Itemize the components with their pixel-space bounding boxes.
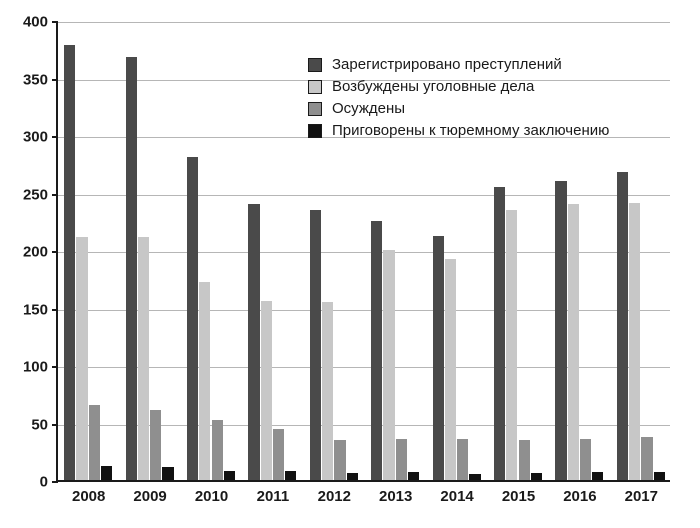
bar xyxy=(641,437,652,480)
bar xyxy=(187,157,198,480)
y-axis-label: 400 xyxy=(23,14,58,31)
bar xyxy=(101,466,112,480)
bar xyxy=(617,172,628,480)
bar xyxy=(273,429,284,480)
bar xyxy=(224,471,235,480)
bar xyxy=(629,203,640,480)
legend-swatch xyxy=(308,102,322,116)
legend-label: Зарегистрировано преступлений xyxy=(332,56,562,74)
y-axis-label: 100 xyxy=(23,359,58,376)
bar xyxy=(580,439,591,480)
bar xyxy=(568,204,579,480)
legend-swatch xyxy=(308,58,322,72)
bar xyxy=(199,282,210,480)
y-axis-label: 150 xyxy=(23,301,58,318)
y-axis-label: 300 xyxy=(23,129,58,146)
bar xyxy=(248,204,259,480)
bar xyxy=(322,302,333,480)
bar xyxy=(212,420,223,480)
bar xyxy=(531,473,542,480)
bar xyxy=(408,472,419,480)
x-axis-label: 2012 xyxy=(318,480,351,505)
bar xyxy=(126,57,137,480)
legend-item: Зарегистрировано преступлений xyxy=(308,56,658,74)
bar xyxy=(64,45,75,480)
x-axis-label: 2008 xyxy=(72,480,105,505)
bar xyxy=(433,236,444,480)
bar xyxy=(150,410,161,480)
bar xyxy=(396,439,407,480)
bar xyxy=(457,439,468,480)
legend-label: Осуждены xyxy=(332,100,405,118)
bar xyxy=(383,250,394,480)
x-axis-label: 2009 xyxy=(133,480,166,505)
x-axis-label: 2014 xyxy=(440,480,473,505)
legend-item: Приговорены к тюремному заключению xyxy=(308,122,658,140)
legend-label: Возбуждены уголовные дела xyxy=(332,78,534,96)
legend-label: Приговорены к тюремному заключению xyxy=(332,122,609,140)
bar xyxy=(285,471,296,480)
bar xyxy=(334,440,345,480)
legend-swatch xyxy=(308,80,322,94)
y-axis-label: 50 xyxy=(31,416,58,433)
grid-line xyxy=(58,22,670,23)
bar xyxy=(555,181,566,480)
bar xyxy=(310,210,321,480)
bar xyxy=(494,187,505,480)
crime-stats-bar-chart: 0 50 100 150 200 250 300 350 400 2008 2009 2010 2011… xyxy=(0,0,700,528)
grid-line xyxy=(58,195,670,196)
bar xyxy=(138,237,149,480)
bar xyxy=(519,440,530,480)
y-axis-label: 250 xyxy=(23,186,58,203)
legend-item: Осуждены xyxy=(308,100,658,118)
legend: Зарегистрировано преступлений Возбуждены … xyxy=(308,56,658,144)
x-axis-label: 2017 xyxy=(625,480,658,505)
x-axis-label: 2015 xyxy=(502,480,535,505)
bar xyxy=(469,474,480,480)
bar xyxy=(654,472,665,480)
bar xyxy=(76,237,87,480)
y-axis-label: 200 xyxy=(23,244,58,261)
bar xyxy=(371,221,382,480)
y-axis-label: 350 xyxy=(23,71,58,88)
x-axis-label: 2011 xyxy=(257,480,290,505)
x-axis-label: 2016 xyxy=(563,480,596,505)
legend-item: Возбуждены уголовные дела xyxy=(308,78,658,96)
bar xyxy=(506,210,517,480)
bar xyxy=(89,405,100,480)
legend-swatch xyxy=(308,124,322,138)
bar xyxy=(162,467,173,480)
x-axis-label: 2013 xyxy=(379,480,412,505)
y-axis-label: 0 xyxy=(40,474,58,491)
bar xyxy=(445,259,456,480)
x-axis-label: 2010 xyxy=(195,480,228,505)
bar xyxy=(347,473,358,480)
bar xyxy=(261,301,272,480)
bar xyxy=(592,472,603,480)
